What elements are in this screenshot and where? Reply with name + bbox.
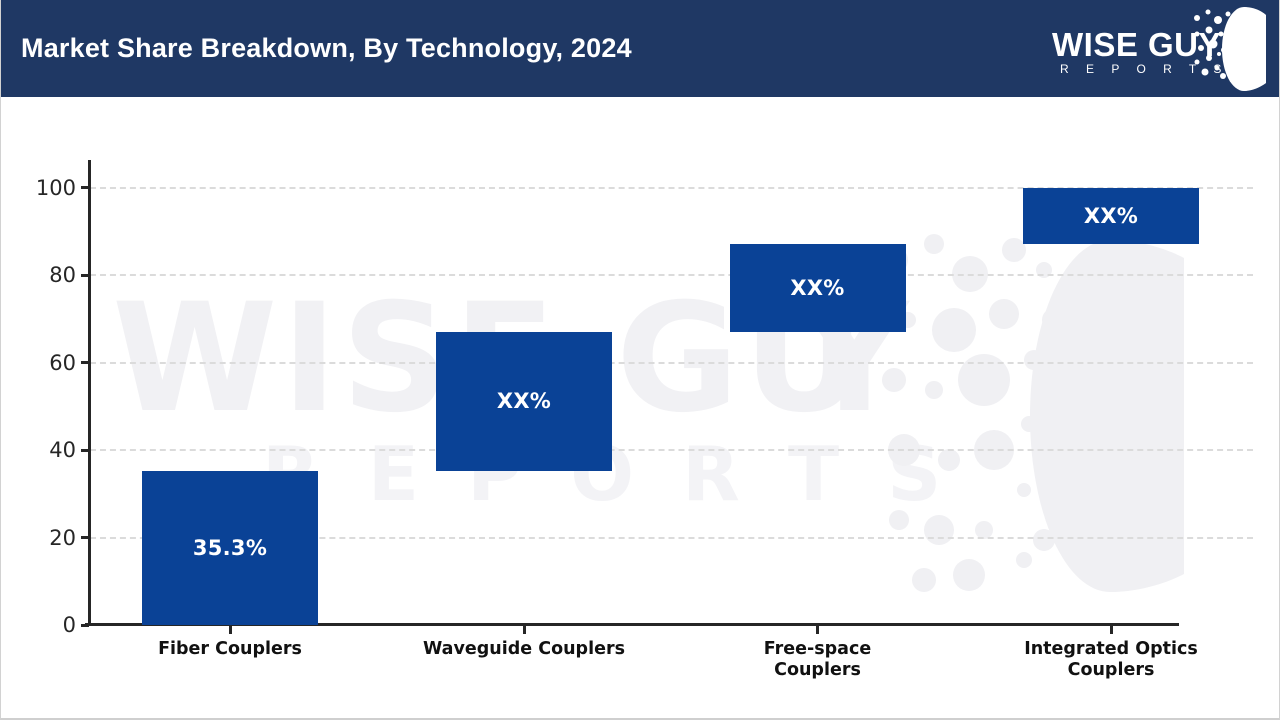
bar: XX% xyxy=(1023,187,1199,245)
gridline xyxy=(90,186,1253,189)
y-tick-mark xyxy=(81,273,89,277)
y-axis-line xyxy=(88,160,91,626)
x-category-label: Fiber Couplers xyxy=(158,639,302,659)
logo: WISE GUY R E P O R T S xyxy=(1016,0,1266,97)
bar-value-label: XX% xyxy=(496,389,552,414)
x-tick-mark xyxy=(816,626,819,634)
y-tick-label: 60 xyxy=(49,350,76,375)
x-tick-mark xyxy=(1109,626,1113,634)
y-tick-label: 20 xyxy=(49,525,76,550)
y-tick-mark xyxy=(81,448,89,452)
logo-wordmark: WISE GUY xyxy=(1052,26,1222,63)
bar: XX% xyxy=(729,244,906,332)
y-tick-label: 0 xyxy=(62,613,76,637)
y-tick-label: 80 xyxy=(49,263,76,287)
watermark-face-dots-icon xyxy=(880,234,1184,592)
y-tick-mark xyxy=(81,536,89,539)
x-category-label: Integrated Optics Couplers xyxy=(1024,639,1198,680)
y-tick-label: 100 xyxy=(35,175,76,200)
logo-reports-text: R E P O R T S xyxy=(1060,62,1229,76)
y-tick-mark xyxy=(81,186,89,189)
y-tick-label: 40 xyxy=(49,438,76,462)
page-title: Market Share Breakdown, By Technology, 2… xyxy=(21,33,632,63)
bar-value-label: XX% xyxy=(790,276,845,301)
x-tick-mark xyxy=(228,626,232,634)
gridline xyxy=(90,274,1253,276)
gridline xyxy=(90,536,1253,539)
x-category-label: Free-space Couplers xyxy=(763,639,872,680)
header: Market Share Breakdown, By Technology, 2… xyxy=(0,0,1280,97)
wise-guy-face-icon xyxy=(1194,7,1266,91)
bar-value-label: XX% xyxy=(1083,203,1139,228)
x-axis-line xyxy=(85,623,1179,626)
bar: XX% xyxy=(436,331,612,471)
gridline xyxy=(90,449,1253,451)
x-category-label: Waveguide Couplers xyxy=(422,639,625,659)
gridline xyxy=(90,361,1253,364)
x-tick-mark xyxy=(522,626,526,634)
y-tick-mark xyxy=(81,623,89,627)
y-tick-mark xyxy=(81,361,89,364)
bar: 35.3% xyxy=(142,470,318,625)
bar-value-label: 35.3% xyxy=(192,535,268,560)
